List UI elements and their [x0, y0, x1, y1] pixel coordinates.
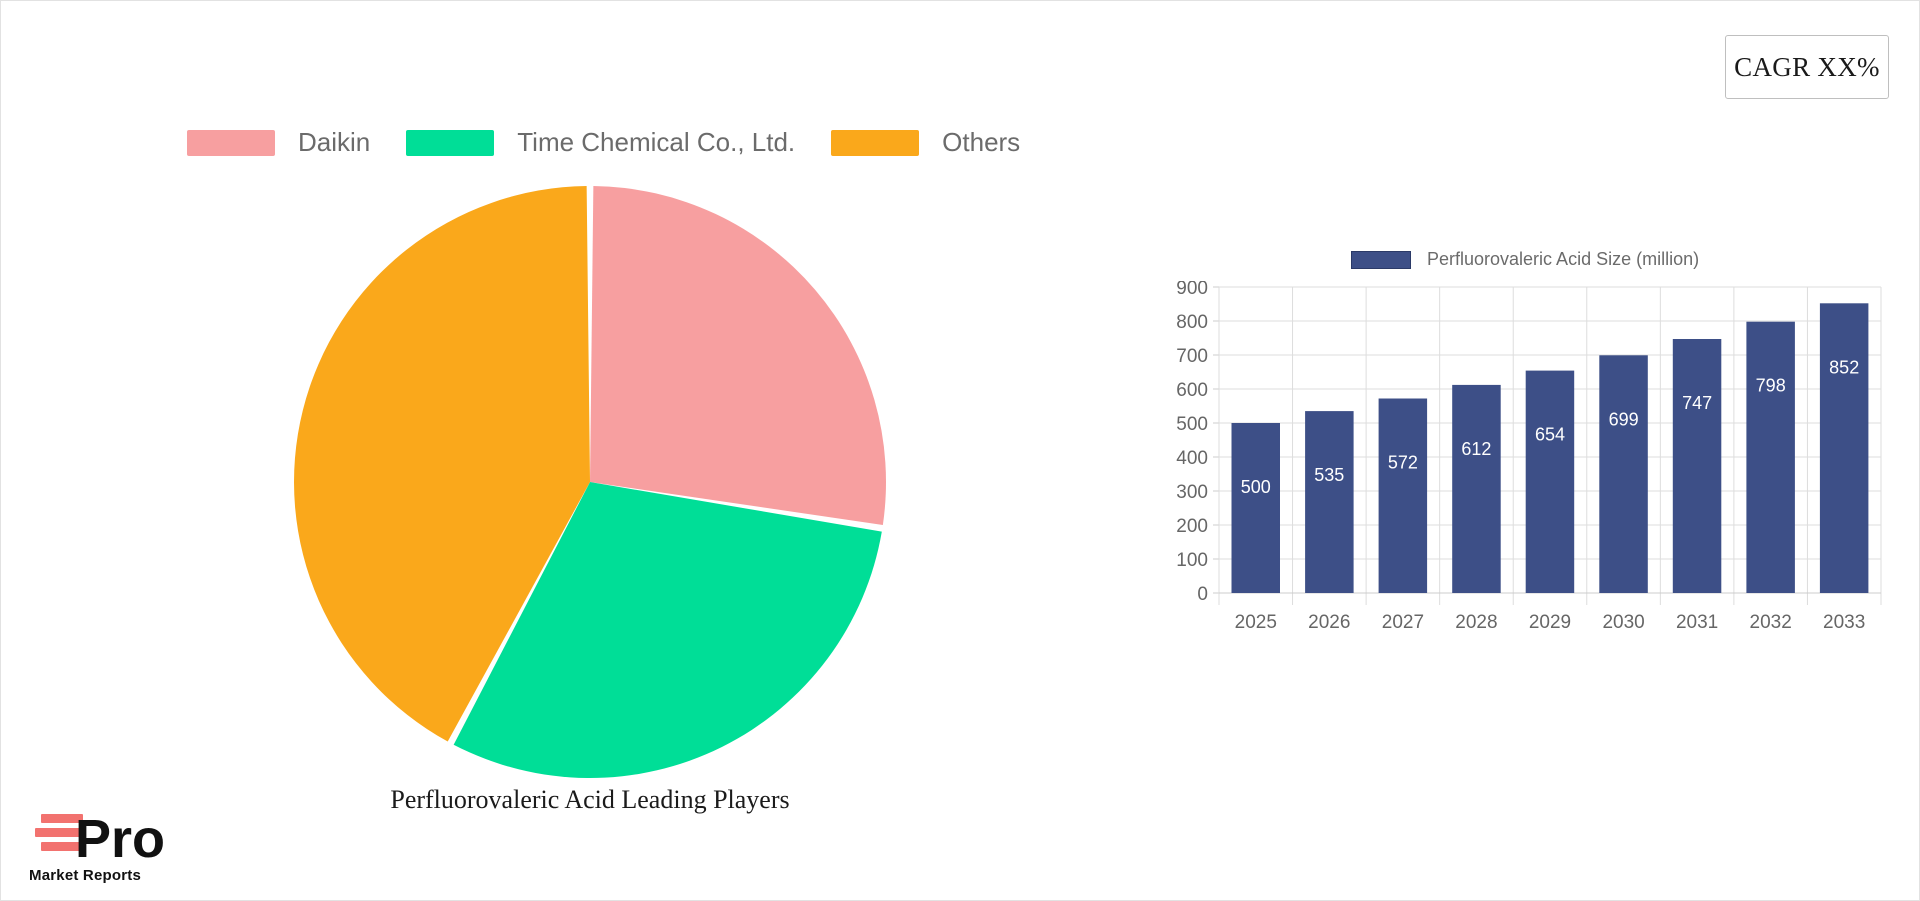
legend-swatch-icon-market-size — [1351, 250, 1411, 269]
bar[interactable] — [1819, 303, 1869, 593]
pie-chart-svg — [294, 186, 886, 778]
bar-value-label: 699 — [1609, 409, 1639, 429]
y-axis-tick-label: 300 — [1176, 482, 1208, 503]
x-axis-tick-label: 2027 — [1382, 612, 1424, 633]
y-axis-tick-label: 100 — [1176, 550, 1208, 571]
svg-text:Pro: Pro — [75, 809, 165, 865]
bar-value-label: 535 — [1314, 465, 1344, 485]
bar[interactable] — [1672, 339, 1722, 593]
legend-item-time-chemical: Time Chemical Co., Ltd. — [406, 127, 795, 158]
bar[interactable] — [1452, 384, 1501, 593]
x-axis-tick-label: 2028 — [1455, 612, 1497, 633]
x-axis-tick-label: 2031 — [1676, 612, 1718, 633]
bar-chart: Perfluorovaleric Acid Size (million) 0 10… — [1151, 245, 1891, 675]
legend-label-others: Others — [942, 127, 1021, 157]
logo-mark-icon: Pro — [35, 809, 165, 865]
pie-chart-title: Perfluorovaleric Acid Leading Players — [390, 785, 790, 814]
legend-item-others: Others — [831, 127, 1020, 158]
bar-value-label: 612 — [1461, 439, 1491, 459]
logo-subtitle: Market Reports — [29, 867, 141, 884]
bar-chart-x-axis-labels: 2025 2026 2027 2028 2029 2030 2031 2032 2033 — [1235, 612, 1866, 633]
y-axis-tick-label: 400 — [1176, 448, 1208, 469]
bar-value-label: 747 — [1682, 393, 1712, 413]
pie-chart — [293, 185, 887, 779]
legend-label-daikin: Daikin — [298, 127, 371, 157]
bar-chart-plot-area: 0 100 200 300 400 500 600 700 800 900 500 535 572 61… — [1151, 281, 1891, 641]
bar-value-label: 852 — [1829, 357, 1859, 377]
bar-value-label: 798 — [1756, 376, 1786, 396]
x-axis-tick-label: 2029 — [1529, 612, 1571, 633]
bar[interactable] — [1525, 370, 1575, 593]
bar[interactable] — [1746, 321, 1795, 593]
x-axis-tick-label: 2033 — [1823, 612, 1865, 633]
legend-swatch-icon-others — [831, 129, 920, 156]
y-axis-tick-label: 200 — [1176, 516, 1208, 537]
bar-value-label: 654 — [1535, 425, 1565, 445]
bar[interactable] — [1231, 423, 1281, 593]
bar-chart-legend-label: Perfluorovaleric Acid Size (million) — [1427, 249, 1700, 269]
x-axis-tick-label: 2032 — [1750, 612, 1792, 633]
y-axis-tick-label: 900 — [1176, 281, 1208, 299]
bar[interactable] — [1378, 398, 1428, 594]
legend-label-time-chemical: Time Chemical Co., Ltd. — [517, 127, 796, 157]
bar-chart-y-axis-labels: 0 100 200 300 400 500 600 700 800 900 — [1176, 281, 1208, 605]
x-axis-tick-label: 2025 — [1235, 612, 1277, 633]
pie-slice[interactable] — [294, 186, 590, 742]
bar[interactable] — [1305, 411, 1354, 593]
legend-item-daikin: Daikin — [187, 127, 370, 158]
x-axis-tick-label: 2030 — [1602, 612, 1644, 633]
y-axis-tick-label: 700 — [1176, 346, 1208, 367]
bar-value-label: 500 — [1241, 477, 1271, 497]
cagr-badge-label: CAGR XX% — [1734, 51, 1880, 82]
pro-market-reports-logo: Pro Market Reports — [27, 807, 167, 885]
y-axis-tick-label: 600 — [1176, 380, 1208, 401]
pie-slice[interactable] — [453, 482, 882, 778]
y-axis-tick-label: 800 — [1176, 312, 1208, 333]
x-axis-tick-label: 2026 — [1308, 612, 1350, 633]
legend-swatch-icon-daikin — [187, 129, 275, 156]
bar[interactable] — [1599, 355, 1648, 593]
cagr-badge: CAGR XX% — [1725, 35, 1889, 99]
bar-value-label: 572 — [1388, 453, 1418, 473]
bar-chart-legend: Perfluorovaleric Acid Size (million) — [1351, 249, 1699, 270]
bar-chart-bars: 500 535 572 612 654 699 747 798 852 — [1231, 303, 1869, 594]
legend-swatch-icon-time-chemical — [406, 129, 495, 156]
y-axis-tick-label: 500 — [1176, 414, 1208, 435]
y-axis-tick-label: 0 — [1197, 584, 1208, 605]
pie-legend: Daikin Time Chemical Co., Ltd. Others — [187, 127, 1056, 158]
bar-chart-svg: 0 100 200 300 400 500 600 700 800 900 500 535 572 61… — [1176, 281, 1882, 633]
pie-slice[interactable] — [590, 186, 886, 525]
